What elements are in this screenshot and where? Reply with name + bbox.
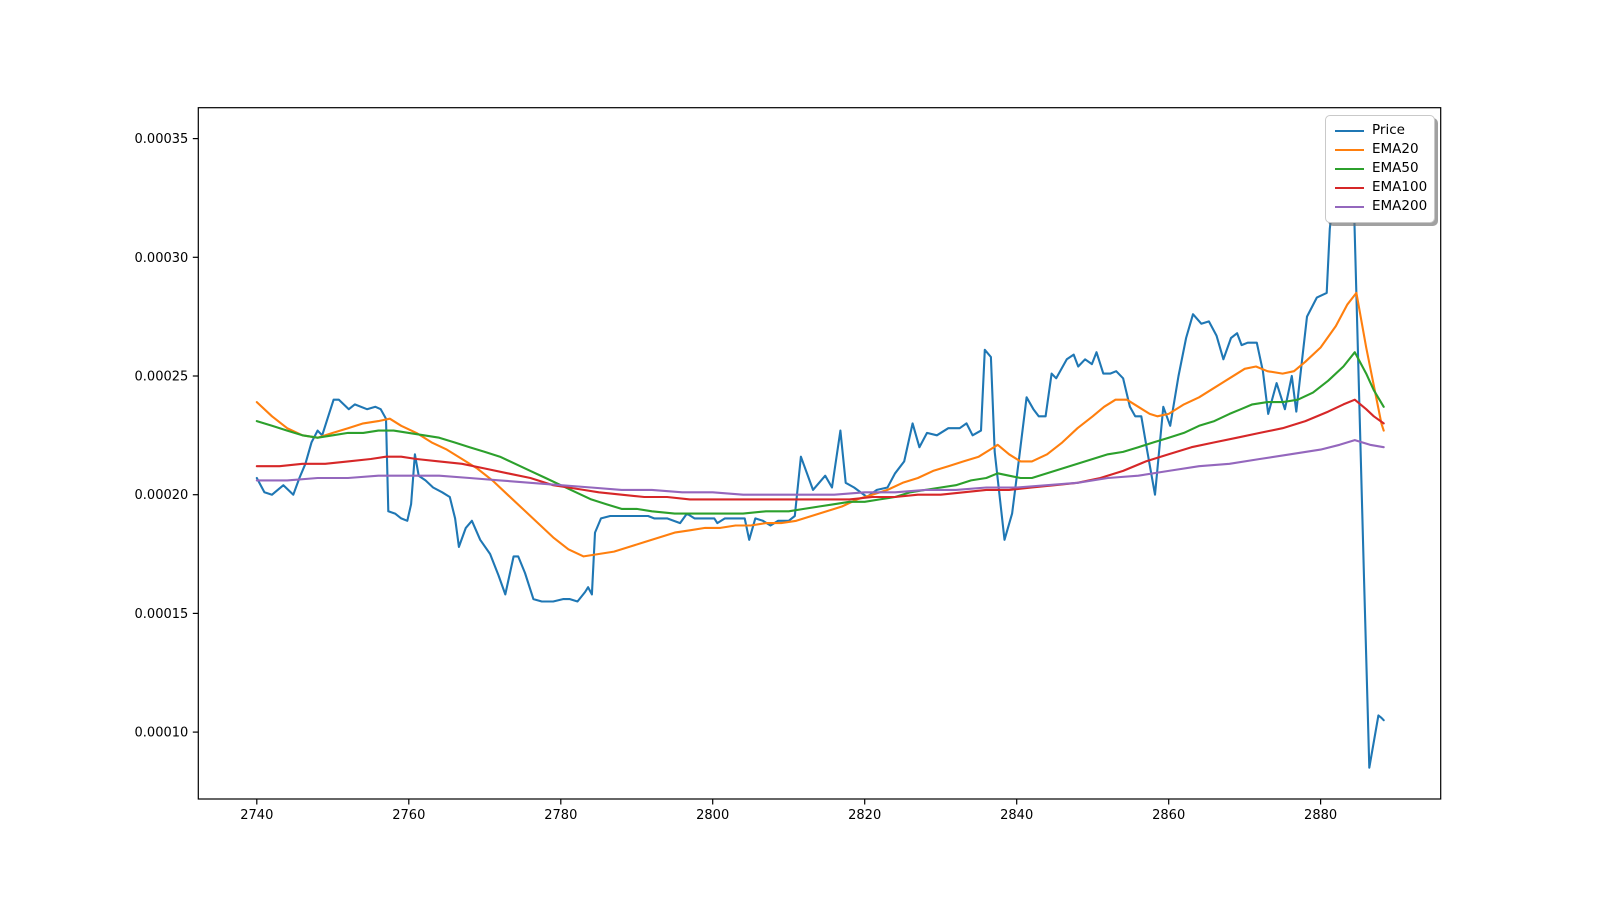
legend-line-swatch-ema200 bbox=[1335, 205, 1364, 209]
legend-label: Price bbox=[1372, 122, 1405, 139]
legend-line-swatch-ema100 bbox=[1335, 186, 1364, 190]
y-tick-label: 0.00025 bbox=[135, 370, 189, 385]
x-tick-label: 2760 bbox=[392, 808, 425, 823]
x-tick-label: 2860 bbox=[1152, 808, 1185, 823]
series-line-ema200 bbox=[255, 439, 1385, 496]
legend-item-price: Price bbox=[1335, 124, 1428, 138]
legend-line-swatch-ema50 bbox=[1335, 167, 1364, 171]
legend: Price EMA20 EMA50 EMA100 EMA200 bbox=[1325, 115, 1435, 223]
legend-line-swatch-ema20 bbox=[1335, 148, 1364, 152]
series-line-ema50 bbox=[255, 351, 1385, 515]
y-tick-label: 0.00015 bbox=[135, 607, 189, 622]
y-tick-label: 0.00030 bbox=[135, 251, 189, 266]
plot-border bbox=[197, 107, 1442, 800]
series-line-ema20 bbox=[255, 291, 1385, 558]
legend-item-ema20: EMA20 bbox=[1335, 143, 1428, 157]
x-tick-label: 2800 bbox=[696, 808, 729, 823]
series-line-price bbox=[255, 137, 1385, 769]
legend-line-swatch-price bbox=[1335, 129, 1364, 133]
legend-label: EMA200 bbox=[1372, 198, 1428, 215]
x-tick-label: 2740 bbox=[240, 808, 273, 823]
legend-item-ema200: EMA200 bbox=[1335, 200, 1428, 214]
x-tick-label: 2820 bbox=[848, 808, 881, 823]
y-tick-label: 0.00020 bbox=[135, 488, 189, 503]
legend-label: EMA20 bbox=[1372, 141, 1419, 158]
x-tick-label: 2840 bbox=[1000, 808, 1033, 823]
legend-item-ema100: EMA100 bbox=[1335, 181, 1428, 195]
x-tick-label: 2880 bbox=[1304, 808, 1337, 823]
y-tick-label: 0.00035 bbox=[135, 132, 189, 147]
legend-label: EMA50 bbox=[1372, 160, 1419, 177]
legend-item-ema50: EMA50 bbox=[1335, 162, 1428, 176]
x-tick-label: 2780 bbox=[544, 808, 577, 823]
y-tick-label: 0.00010 bbox=[135, 726, 189, 741]
series-line-ema100 bbox=[255, 398, 1385, 501]
legend-label: EMA100 bbox=[1372, 179, 1428, 196]
